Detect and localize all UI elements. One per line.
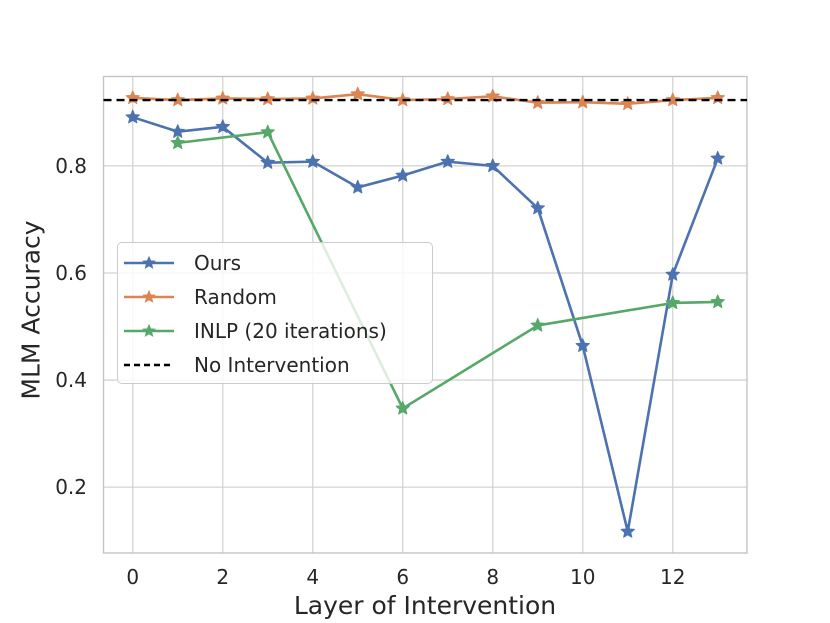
legend-star-icon: [142, 323, 156, 337]
legend-sample-line-icon: [124, 289, 174, 303]
series-line-ours: [132, 115, 719, 533]
x-tick-label: 10: [570, 565, 595, 589]
x-tick-label: 2: [216, 565, 229, 589]
legend-sample-line-icon: [124, 323, 174, 337]
y-tick-label: 0.2: [55, 475, 87, 499]
series-line-inlp-20-iterations: [177, 130, 718, 410]
y-axis-label: MLM Accuracy: [16, 220, 46, 400]
legend-label: Random: [194, 285, 277, 309]
x-tick-label: 0: [126, 565, 139, 589]
y-tick-label: 0.4: [55, 368, 87, 392]
y-tick-label: 0.8: [55, 154, 87, 178]
legend-item: No Intervention: [118, 348, 432, 382]
legend-item: Ours: [118, 246, 432, 280]
legend-item: Random: [118, 280, 432, 314]
x-tick-label: 6: [396, 565, 409, 589]
series-line-random: [132, 92, 718, 106]
series-markers-inlp-20-iterations: [170, 124, 725, 415]
x-tick-label: 8: [486, 565, 499, 589]
y-tick-label: 0.6: [55, 261, 87, 285]
x-tick-label: 4: [306, 565, 319, 589]
x-axis-label: Layer of Intervention: [293, 591, 557, 620]
legend: Ours Random INLP (20 iterations) No Inte…: [117, 242, 433, 384]
legend-star-icon: [142, 255, 156, 269]
plot-border: [102, 75, 748, 554]
legend-star-icon: [142, 289, 156, 303]
series-markers-ours: [125, 109, 725, 538]
x-tick-label: 12: [660, 565, 685, 589]
legend-item: INLP (20 iterations): [118, 314, 432, 348]
legend-sample-line-icon: [124, 363, 174, 367]
legend-label: No Intervention: [194, 353, 350, 377]
legend-label: Ours: [194, 251, 242, 275]
legend-sample-line-icon: [124, 255, 174, 269]
legend-label: INLP (20 iterations): [194, 319, 387, 343]
